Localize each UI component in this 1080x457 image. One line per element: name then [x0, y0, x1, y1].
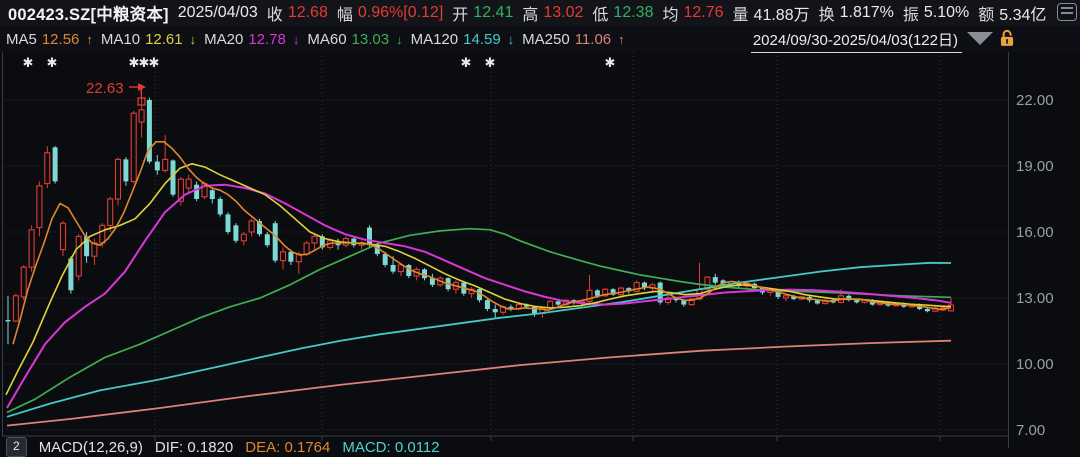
ma-line-ma10: [5, 163, 952, 396]
event-markers-layer: ✱ ✱ ✱ ✱ ✱ ✱ ✱ ✱: [23, 56, 616, 71]
floating-widget-icon[interactable]: [1057, 3, 1077, 21]
svg-text:22.63: 22.63: [86, 80, 124, 97]
peak-price-annotation: 22.63: [86, 80, 146, 106]
ma-label: MA5: [6, 30, 37, 48]
quote-field-label: 收: [266, 7, 283, 24]
ma-trend-arrow-icon: ↓: [189, 31, 197, 47]
event-star-icon: ✱: [129, 56, 140, 71]
ma-line-ma120: [6, 261, 952, 418]
quote-field: 低 12.38: [592, 1, 653, 25]
quote-field: 振 5.10%: [903, 1, 969, 25]
ma-items: MA5 12.56 ↑ MA10 12.61 ↓ MA20 12.78 ↓ MA60 13.03 ↓ M…: [6, 31, 625, 48]
ma-trend-arrow-icon: ↓: [396, 31, 403, 47]
ma-value: 13.03: [351, 30, 390, 48]
ma-value: 12.78: [248, 30, 286, 48]
ma-value: 14.59: [463, 30, 501, 48]
pane-number-badge[interactable]: 2: [6, 437, 27, 457]
ma-value: 11.06: [574, 30, 612, 48]
quote-field: 高 13.02: [522, 1, 583, 25]
ma-legend-item[interactable]: MA20 12.78 ↓: [204, 31, 299, 48]
ma-line-ma250: [6, 339, 952, 427]
quote-field: 额 5.34亿: [978, 1, 1046, 25]
ma-label: MA20: [204, 30, 244, 48]
quote-field-value: 5.10%: [923, 4, 970, 21]
event-star-icon: ✱: [485, 56, 496, 71]
ma-label: MA250: [522, 30, 570, 48]
ma-line-ma5: [12, 141, 952, 345]
ma-legend-item[interactable]: MA5 12.56 ↑: [6, 31, 93, 48]
ma-label: MA60: [307, 30, 347, 48]
y-axis-label: 7.00: [1016, 422, 1045, 439]
quote-field-value: 0.96%[0.12]: [357, 4, 444, 21]
date-range-label[interactable]: 2024/09/30-2025/04/03(122日): [750, 29, 962, 53]
macd-macd-value: MACD: 0.0112: [342, 438, 440, 456]
ma-value: 12.61: [145, 30, 183, 48]
macd-dea-value: DEA: 0.1764: [245, 438, 331, 456]
y-axis-label: 19.00: [1016, 158, 1054, 175]
quote-field: 幅 0.96%[0.12]: [337, 1, 443, 25]
quote-field-label: 均: [662, 7, 679, 24]
quote-field-label: 幅: [336, 7, 353, 24]
quote-field-value: 41.88万: [753, 7, 810, 24]
macd-footer-bar: 2 MACD(12,26,9) DIF: 0.1820 DEA: 0.1764 …: [6, 437, 440, 457]
quote-field: 开 12.41: [452, 1, 513, 25]
quote-field-value: 12.68: [287, 4, 328, 21]
event-star-icon: ✱: [149, 56, 160, 71]
unlock-icon[interactable]: [998, 29, 1016, 47]
quote-field-value: 12.76: [683, 4, 724, 21]
quote-field-label: 额: [978, 7, 995, 24]
y-axis-label: 22.00: [1016, 92, 1054, 109]
event-star-icon: ✱: [461, 56, 472, 71]
stock-symbol[interactable]: 002423.SZ[中粮资本]: [8, 6, 169, 24]
ma-trend-arrow-icon: ↓: [292, 31, 300, 47]
event-star-icon: ✱: [23, 56, 34, 71]
collapse-triangle-icon[interactable]: [967, 32, 993, 45]
quote-field: 收 12.68: [267, 1, 328, 25]
quote-field-value: 13.02: [543, 4, 584, 21]
quote-field-label: 振: [902, 7, 919, 24]
ma-legend-item[interactable]: MA250 11.06 ↑: [522, 31, 624, 48]
macd-indicator-label[interactable]: MACD(12,26,9): [38, 438, 143, 456]
ma-label: MA120: [410, 30, 459, 48]
event-star-icon: ✱: [139, 56, 150, 71]
event-star-icon: ✱: [47, 56, 58, 71]
ma-trend-arrow-icon: ↓: [507, 31, 515, 47]
grid-layer: 22.00 19.00 16.00 13.00 10.00 7.00: [2, 52, 1054, 448]
quote-field-value: 12.38: [613, 4, 654, 21]
y-axis-label: 10.00: [1016, 356, 1054, 373]
ma-legend-item[interactable]: MA60 13.03 ↓: [307, 31, 402, 48]
ma-legend-item[interactable]: MA120 14.59 ↓: [411, 31, 515, 48]
quote-field: 量 41.88万: [733, 1, 810, 25]
candles-layer: [5, 86, 955, 345]
ma-trend-arrow-icon: ↑: [86, 31, 93, 47]
quote-fields: 收 12.68 幅 0.96%[0.12] 开 12.41 高 13.02 低 12.38 均 12.…: [267, 1, 1047, 25]
quote-header-bar: 002423.SZ[中粮资本] 2025/04/03 收 12.68 幅 0.96%[…: [0, 0, 1080, 26]
quote-field-label: 量: [732, 7, 749, 24]
quote-field: 均 12.76: [662, 1, 723, 25]
event-star-icon: ✱: [605, 56, 616, 71]
ma-trend-arrow-icon: ↑: [618, 31, 625, 47]
quote-field-label: 换: [818, 7, 835, 24]
quote-field-label: 开: [452, 7, 469, 24]
ma-legend-item[interactable]: MA10 12.61 ↓: [101, 31, 196, 48]
ma-legend-bar: MA5 12.56 ↑ MA10 12.61 ↓ MA20 12.78 ↓ MA60 13.03 ↓ M…: [0, 26, 1080, 52]
ma-value: 12.56: [41, 30, 80, 48]
macd-dif-value: DIF: 0.1820: [154, 438, 234, 456]
quote-field-label: 低: [592, 7, 609, 24]
ma-lines-layer: [5, 141, 952, 427]
quote-field-label: 高: [522, 7, 539, 24]
quote-field-value: 1.817%: [839, 4, 894, 21]
y-axis-label: 16.00: [1016, 224, 1054, 241]
ma-label: MA10: [100, 30, 141, 48]
y-axis-label: 13.00: [1016, 290, 1054, 307]
quote-field: 换 1.817%: [819, 1, 894, 25]
trade-date: 2025/04/03: [177, 4, 258, 21]
quote-field-value: 5.34亿: [999, 7, 1047, 24]
quote-field-value: 12.41: [473, 4, 514, 21]
